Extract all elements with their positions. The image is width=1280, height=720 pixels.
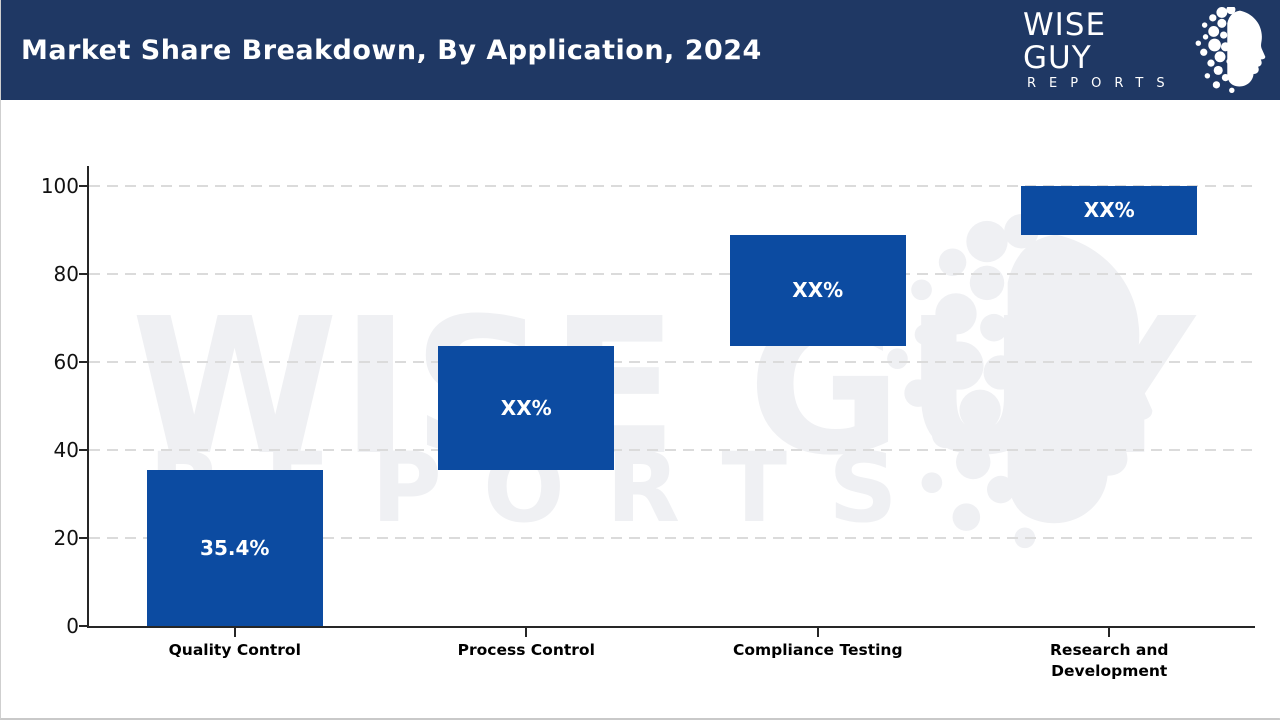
x-tick-mark xyxy=(1108,628,1111,637)
header: Market Share Breakdown, By Application, … xyxy=(1,0,1280,100)
chart-region: WISE GUY R E P O R T S 0 20 40 60 80 100 35.4%… xyxy=(1,100,1280,718)
logo-subtitle: REPORTS xyxy=(1027,76,1178,92)
y-tick-mark xyxy=(79,537,89,539)
gridline xyxy=(89,185,1255,187)
wise-guy-logo: WISE GUY REPORTS xyxy=(1023,6,1273,94)
bar-research-and-development: XX% xyxy=(1021,186,1198,235)
y-tick-label: 0 xyxy=(66,614,79,638)
page-title: Market Share Breakdown, By Application, … xyxy=(21,34,762,66)
category-label-research-and-development: Research and Development xyxy=(1050,641,1169,680)
category-label-process-control: Process Control xyxy=(457,641,595,659)
bar-value-label: XX% xyxy=(1083,198,1135,223)
x-tick-mark xyxy=(233,628,236,637)
y-axis-line xyxy=(87,166,89,628)
y-tick-mark xyxy=(79,449,89,451)
bar-quality-control: 35.4% xyxy=(146,470,323,626)
y-tick-label: 80 xyxy=(53,262,79,286)
bar-value-label: 35.4% xyxy=(200,536,270,561)
category-label-compliance-testing: Compliance Testing xyxy=(732,641,903,659)
y-tick-label: 20 xyxy=(53,526,79,550)
y-tick-mark xyxy=(79,273,89,275)
logo-wordmark: WISE GUY xyxy=(1023,6,1107,76)
plot-area: 0 20 40 60 80 100 35.4% Quality Control XX% Proce… xyxy=(1,100,1280,718)
y-tick-mark xyxy=(79,185,89,187)
y-tick-label: 40 xyxy=(53,438,79,462)
gridline xyxy=(89,273,1255,275)
gridline xyxy=(89,537,1255,539)
category-label-quality-control: Quality Control xyxy=(168,641,301,659)
wise-guy-face-icon xyxy=(1187,7,1273,93)
x-tick-mark xyxy=(816,628,819,637)
x-axis-line xyxy=(87,626,1255,628)
y-tick-label: 100 xyxy=(40,174,79,198)
gridline xyxy=(89,449,1255,451)
x-tick-mark xyxy=(525,628,528,637)
bar-value-label: XX% xyxy=(500,396,552,421)
gridline xyxy=(89,361,1255,363)
y-tick-mark xyxy=(79,361,89,363)
y-tick-label: 60 xyxy=(53,350,79,374)
y-tick-mark xyxy=(79,625,89,627)
bar-value-label: XX% xyxy=(792,278,844,303)
logo-text: WISE GUY REPORTS xyxy=(1023,9,1185,91)
bar-process-control: XX% xyxy=(438,346,615,471)
bar-compliance-testing: XX% xyxy=(729,234,906,347)
